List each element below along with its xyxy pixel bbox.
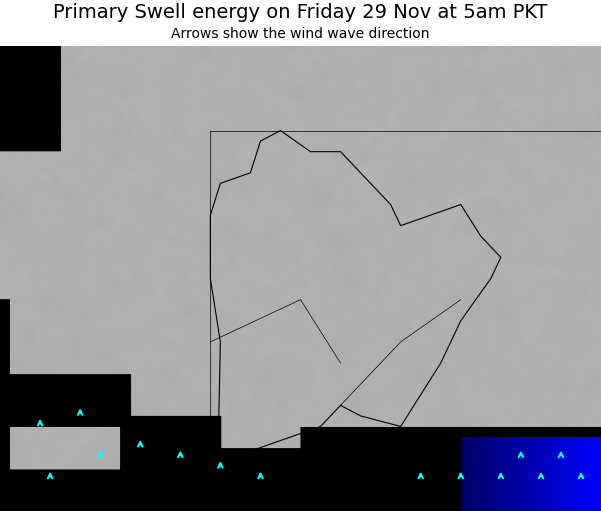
Text: Arrows show the wind wave direction: Arrows show the wind wave direction xyxy=(171,28,430,41)
Text: Primary Swell energy on Friday 29 Nov at 5am PKT: Primary Swell energy on Friday 29 Nov at… xyxy=(53,4,548,22)
